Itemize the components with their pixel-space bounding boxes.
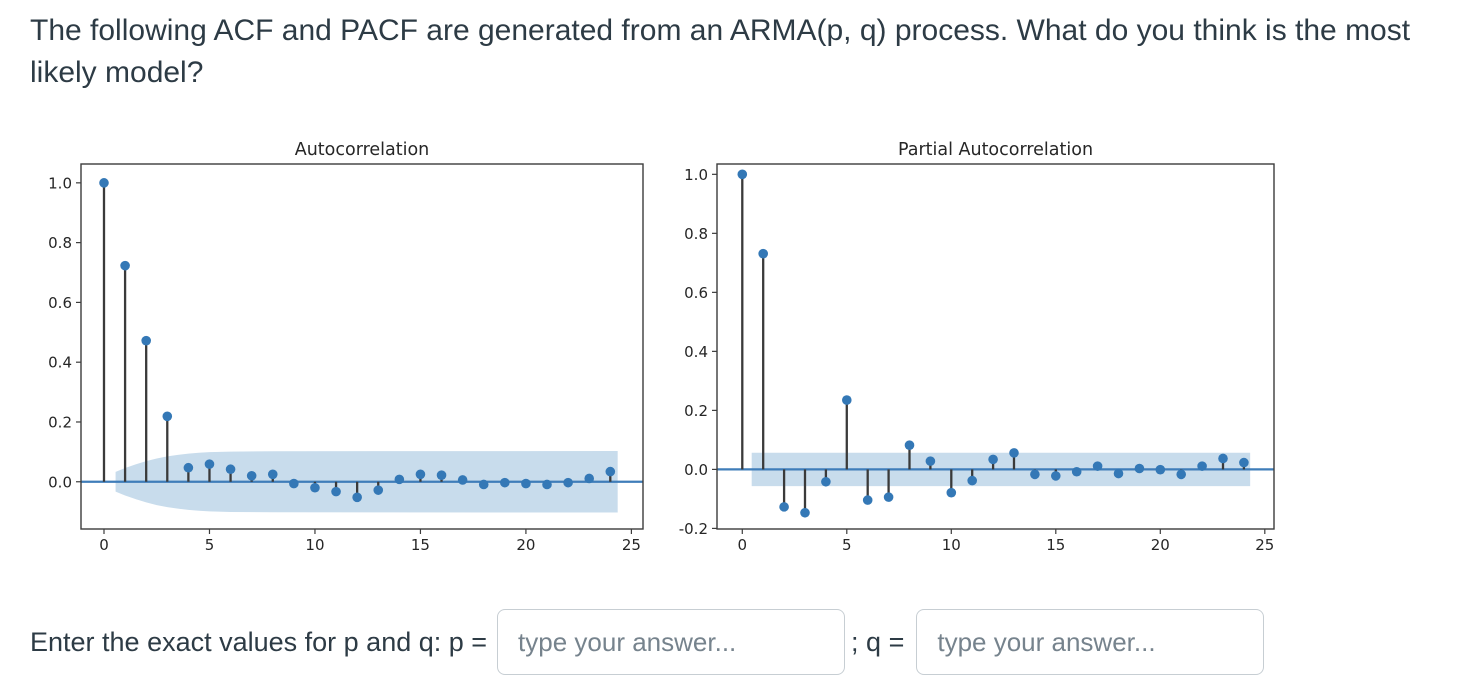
question-title: The following ACF and PACF are generated…	[30, 14, 1411, 89]
svg-text:10: 10	[305, 536, 324, 554]
svg-text:-0.2: -0.2	[679, 520, 708, 538]
pacf-chart: 0 5 10 15 20 25 -0.2 0.0 0.2 0.4 0.6 0.8 1.0 Partial …	[679, 140, 1275, 554]
answer-row: Enter the exact values for p and q: p = …	[30, 606, 1265, 678]
svg-text:15: 15	[411, 536, 430, 554]
svg-text:0.6: 0.6	[48, 294, 72, 312]
svg-text:1.0: 1.0	[684, 166, 708, 184]
svg-text:0: 0	[738, 536, 748, 554]
svg-text:0: 0	[99, 536, 109, 554]
answer-prompt-p: Enter the exact values for p and q: p =	[30, 626, 488, 657]
svg-text:0.0: 0.0	[684, 461, 708, 479]
svg-text:1.0: 1.0	[48, 174, 72, 192]
svg-text:20: 20	[1151, 536, 1170, 554]
svg-text:0.6: 0.6	[684, 284, 708, 302]
p-answer-input[interactable]	[497, 609, 846, 675]
svg-text:0.2: 0.2	[48, 413, 72, 431]
svg-text:0.2: 0.2	[684, 402, 708, 420]
svg-text:10: 10	[942, 536, 961, 554]
q-answer-input[interactable]	[916, 609, 1265, 675]
svg-text:25: 25	[622, 536, 641, 554]
svg-text:0.8: 0.8	[48, 234, 72, 252]
svg-text:5: 5	[205, 536, 215, 554]
svg-text:0.8: 0.8	[684, 225, 708, 243]
svg-text:Partial Autocorrelation: Partial Autocorrelation	[898, 140, 1093, 160]
svg-text:0.4: 0.4	[684, 343, 708, 361]
svg-text:0.0: 0.0	[48, 473, 72, 491]
svg-text:25: 25	[1255, 536, 1274, 554]
svg-text:5: 5	[842, 536, 852, 554]
acf-chart: 0 5 10 15 20 25 0.0 0.2 0.4 0.6 0.8 1.0 Autocorrelat…	[48, 140, 644, 554]
svg-text:Autocorrelation: Autocorrelation	[295, 140, 430, 160]
svg-text:0.4: 0.4	[48, 354, 72, 372]
svg-text:15: 15	[1046, 536, 1065, 554]
svg-text:20: 20	[516, 536, 535, 554]
answer-prompt-q: ; q =	[851, 626, 905, 657]
